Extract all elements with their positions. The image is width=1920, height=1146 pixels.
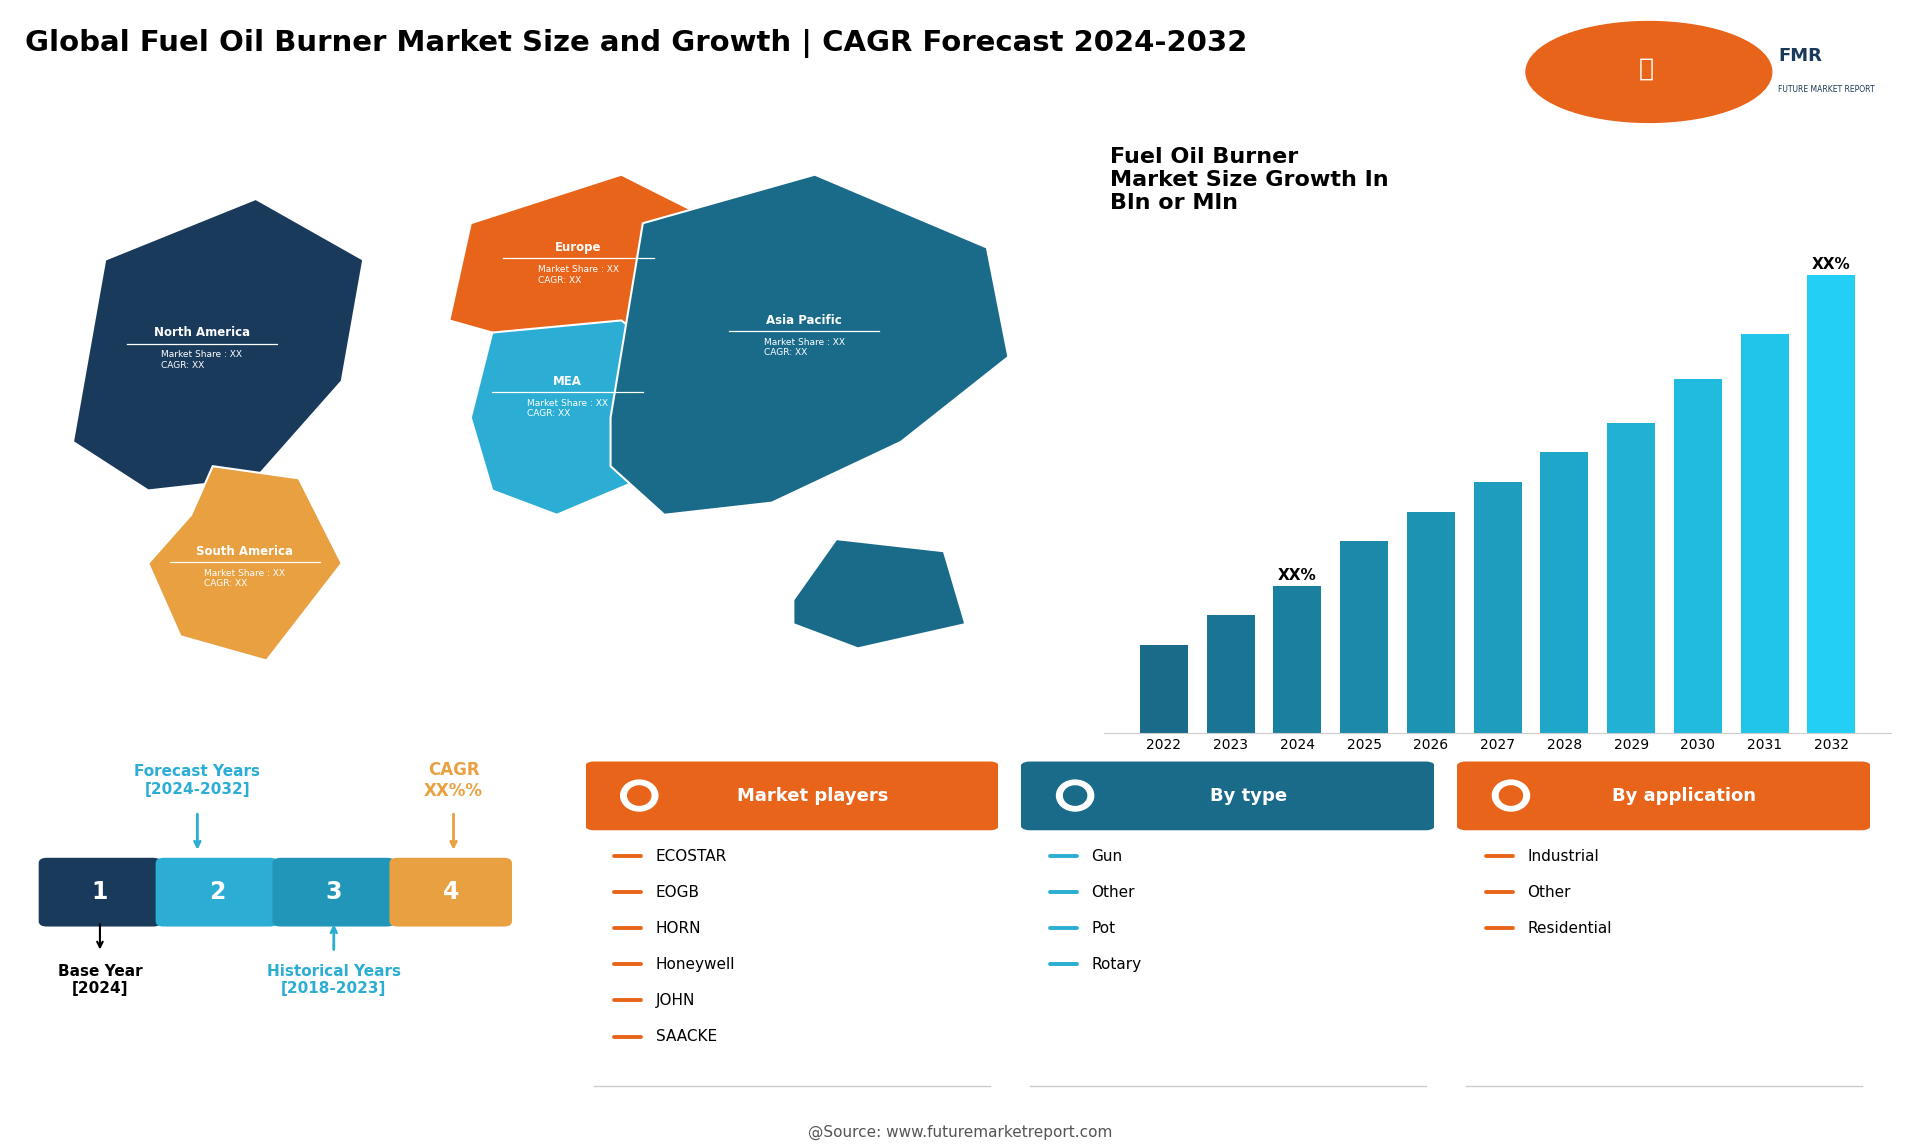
Text: FMR: FMR [1778,47,1822,64]
Text: 3: 3 [326,880,342,904]
Text: JOHN: JOHN [657,992,695,1008]
Text: Market Share : XX
CAGR: XX: Market Share : XX CAGR: XX [161,351,242,370]
Text: HORN: HORN [657,920,701,936]
Text: XX%: XX% [1812,257,1851,272]
Text: Gun: Gun [1092,848,1123,864]
Text: Pot: Pot [1092,920,1116,936]
FancyBboxPatch shape [273,857,396,926]
Bar [1206,615,1254,733]
Bar [1473,482,1523,733]
Circle shape [1064,786,1087,806]
Text: 1: 1 [92,880,108,904]
Circle shape [628,786,651,806]
Text: Industrial: Industrial [1528,848,1599,864]
Text: Asia Pacific: Asia Pacific [766,314,843,327]
Circle shape [1056,780,1094,811]
Polygon shape [73,199,363,490]
Bar [1741,335,1789,733]
Text: Market Share : XX
CAGR: XX: Market Share : XX CAGR: XX [764,338,845,358]
Text: Other: Other [1092,885,1135,900]
Text: ECOSTAR: ECOSTAR [657,848,728,864]
FancyBboxPatch shape [156,857,278,926]
Text: Honeywell: Honeywell [657,957,735,972]
Polygon shape [470,321,685,515]
Circle shape [620,780,659,811]
Text: FUTURE MARKET REPORT: FUTURE MARKET REPORT [1778,85,1874,94]
Text: 4: 4 [442,880,459,904]
Text: South America: South America [196,544,294,558]
Polygon shape [611,174,1008,515]
Text: Global Fuel Oil Burner Market Size and Growth | CAGR Forecast 2024-2032: Global Fuel Oil Burner Market Size and G… [25,29,1248,57]
Bar [1607,423,1655,733]
Text: @Source: www.futuremarketreport.com: @Source: www.futuremarketreport.com [808,1125,1112,1140]
Circle shape [1492,780,1530,811]
FancyBboxPatch shape [38,857,161,926]
Bar [1273,586,1321,733]
FancyBboxPatch shape [584,762,1000,830]
Text: Market players: Market players [737,786,889,804]
Text: XX%: XX% [1279,567,1317,582]
Text: Europe: Europe [555,241,601,254]
FancyBboxPatch shape [390,857,513,926]
Text: 🦅: 🦅 [1638,56,1653,80]
FancyBboxPatch shape [1020,762,1436,830]
Bar [1407,511,1455,733]
Text: MEA: MEA [553,375,582,387]
Text: Fuel Oil Burner
Market Size Growth In
Bln or Mln: Fuel Oil Burner Market Size Growth In Bl… [1110,147,1388,213]
Bar [1807,275,1855,733]
Text: Market Share : XX
CAGR: XX: Market Share : XX CAGR: XX [528,399,609,418]
FancyBboxPatch shape [1455,762,1872,830]
Text: CAGR
XX%%: CAGR XX%% [424,761,484,800]
Text: Forecast Years
[2024-2032]: Forecast Years [2024-2032] [134,764,261,796]
Circle shape [1526,22,1772,123]
Text: Other: Other [1528,885,1571,900]
Text: 2: 2 [209,880,225,904]
Text: Base Year
[2024]: Base Year [2024] [58,964,142,996]
Text: By application: By application [1613,786,1757,804]
Text: By type: By type [1210,786,1286,804]
Polygon shape [449,174,718,356]
Circle shape [1500,786,1523,806]
Text: EOGB: EOGB [657,885,699,900]
Text: Historical Years
[2018-2023]: Historical Years [2018-2023] [267,964,401,996]
Text: Rotary: Rotary [1092,957,1142,972]
Bar [1140,645,1188,733]
Text: Market Share : XX
CAGR: XX: Market Share : XX CAGR: XX [205,568,286,588]
Bar [1540,453,1588,733]
Text: Residential: Residential [1528,920,1613,936]
Text: SAACKE: SAACKE [657,1029,716,1044]
Polygon shape [793,539,966,649]
Text: North America: North America [154,327,250,339]
Text: Market Share : XX
CAGR: XX: Market Share : XX CAGR: XX [538,265,618,284]
Bar [1674,378,1722,733]
Polygon shape [148,466,342,660]
Bar [1340,541,1388,733]
